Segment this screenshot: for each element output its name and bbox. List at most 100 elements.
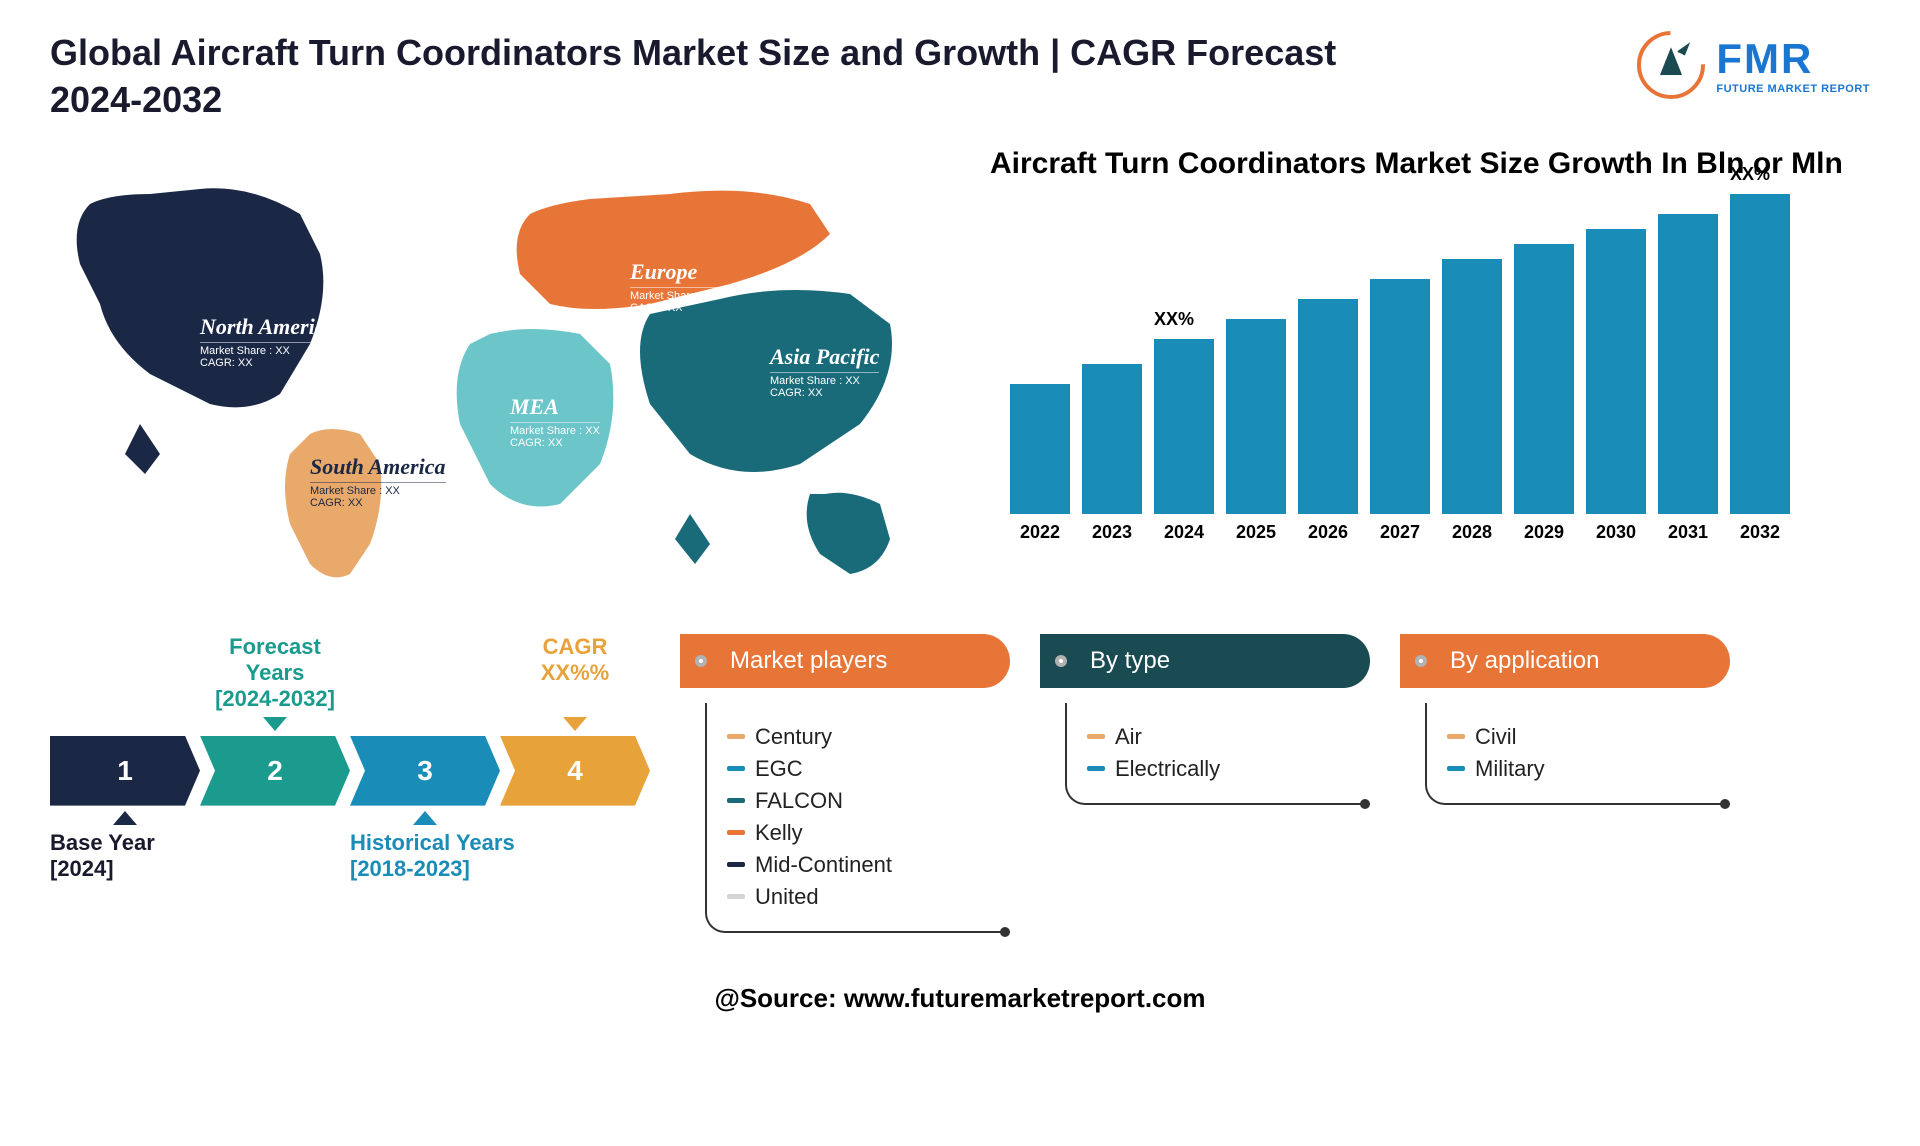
category-title: Market players — [730, 647, 887, 675]
bar: XX% — [1154, 339, 1214, 514]
bullet-icon — [1447, 766, 1465, 771]
base-range: [2024] — [50, 856, 200, 882]
bar — [1298, 299, 1358, 514]
bar — [1586, 229, 1646, 514]
category-box: By type Air Electrically — [1040, 634, 1370, 933]
chevron-step: 2 — [200, 736, 350, 806]
bar: XX% — [1730, 194, 1790, 514]
bar-group: 2022 — [1010, 384, 1070, 543]
bar-year-label: 2028 — [1452, 522, 1492, 543]
region-label: MEAMarket Share : XXCAGR: XX — [510, 394, 600, 449]
bar-group: 2026 — [1298, 299, 1358, 543]
bullet-icon — [727, 894, 745, 899]
bar-group: 2028 — [1442, 259, 1502, 543]
bar-year-label: 2024 — [1164, 522, 1204, 543]
bar — [1442, 259, 1502, 514]
bar-year-label: 2032 — [1740, 522, 1780, 543]
bar-group: XX% 2032 — [1730, 194, 1790, 543]
bar-group: 2027 — [1370, 279, 1430, 543]
triangle-up-icon — [413, 811, 437, 825]
category-box: Market players Century EGC FALCON Kelly Mid-C… — [680, 634, 1010, 933]
world-map: North AmericaMarket Share : XXCAGR: XX So… — [50, 144, 950, 594]
category-item-label: Century — [755, 724, 832, 750]
triangle-up-icon — [113, 811, 137, 825]
category-item-label: United — [755, 884, 819, 910]
chevron-step: 4 — [500, 736, 650, 806]
category-item-label: Military — [1475, 756, 1545, 782]
bar-year-label: 2031 — [1668, 522, 1708, 543]
region-label: EuropeMarket Share : XXCAGR: XX — [630, 259, 720, 314]
logo: FMR FUTURE MARKET REPORT — [1636, 30, 1870, 100]
categories: Market players Century EGC FALCON Kelly Mid-C… — [680, 634, 1870, 933]
bar-year-label: 2023 — [1092, 522, 1132, 543]
fmr-logo-icon — [1636, 30, 1706, 100]
bar-year-label: 2022 — [1020, 522, 1060, 543]
category-item: Air — [1087, 724, 1370, 750]
category-header: By type — [1040, 634, 1370, 688]
bar — [1370, 279, 1430, 514]
bullet-icon — [1087, 734, 1105, 739]
category-item: Kelly — [727, 820, 1010, 846]
timeline: Forecast Years [2024-2032] CAGR XX%% 123… — [50, 634, 650, 882]
category-item-label: Mid-Continent — [755, 852, 892, 878]
bar-year-label: 2030 — [1596, 522, 1636, 543]
logo-text-main: FMR — [1716, 35, 1870, 83]
dot-icon — [1055, 655, 1067, 667]
bar — [1082, 364, 1142, 514]
category-title: By type — [1090, 647, 1170, 675]
region-label: South AmericaMarket Share : XXCAGR: XX — [310, 454, 446, 509]
category-list: Civil Military — [1425, 703, 1730, 805]
bar-group: 2025 — [1226, 319, 1286, 543]
bar-chart: Aircraft Turn Coordinators Market Size G… — [990, 144, 1870, 594]
category-item-label: Civil — [1475, 724, 1517, 750]
bullet-icon — [727, 862, 745, 867]
bar — [1514, 244, 1574, 514]
chevron-step: 1 — [50, 736, 200, 806]
bullet-icon — [727, 766, 745, 771]
bar-year-label: 2029 — [1524, 522, 1564, 543]
category-item: EGC — [727, 756, 1010, 782]
triangle-down-icon — [263, 717, 287, 731]
cagr-label: CAGR — [500, 634, 650, 660]
dot-icon — [695, 655, 707, 667]
category-item-label: FALCON — [755, 788, 843, 814]
bar-group: 2023 — [1082, 364, 1142, 543]
page-title: Global Aircraft Turn Coordinators Market… — [50, 30, 1350, 124]
bar — [1658, 214, 1718, 514]
category-item-label: Electrically — [1115, 756, 1220, 782]
bar-year-label: 2027 — [1380, 522, 1420, 543]
source-attribution: @Source: www.futuremarketreport.com — [50, 983, 1870, 1014]
historical-range: [2018-2023] — [350, 856, 575, 882]
cagr-value: XX%% — [500, 660, 650, 686]
category-box: By application Civil Military — [1400, 634, 1730, 933]
bar-group: 2031 — [1658, 214, 1718, 543]
category-title: By application — [1450, 647, 1599, 675]
category-item: FALCON — [727, 788, 1010, 814]
region-label: Asia PacificMarket Share : XXCAGR: XX — [770, 344, 879, 399]
logo-text-sub: FUTURE MARKET REPORT — [1716, 83, 1870, 95]
bar — [1226, 319, 1286, 514]
chevron-row: 1234 — [50, 736, 650, 806]
category-item: Civil — [1447, 724, 1730, 750]
region-label: North AmericaMarket Share : XXCAGR: XX — [200, 314, 335, 369]
bullet-icon — [1447, 734, 1465, 739]
bar-year-label: 2025 — [1236, 522, 1276, 543]
bullet-icon — [727, 734, 745, 739]
bar-group: 2030 — [1586, 229, 1646, 543]
category-item: Electrically — [1087, 756, 1370, 782]
category-header: Market players — [680, 634, 1010, 688]
forecast-range: [2024-2032] — [200, 686, 350, 712]
bar-group: 2029 — [1514, 244, 1574, 543]
bar-group: XX% 2024 — [1154, 339, 1214, 543]
bullet-icon — [727, 798, 745, 803]
category-item: Mid-Continent — [727, 852, 1010, 878]
category-item-label: Kelly — [755, 820, 803, 846]
bullet-icon — [727, 830, 745, 835]
header: Global Aircraft Turn Coordinators Market… — [50, 30, 1870, 124]
dot-icon — [1415, 655, 1427, 667]
chart-bars: 2022 2023 XX% 2024 2025 2026 2027 2028 2029 2030 2… — [990, 203, 1870, 543]
category-item-label: EGC — [755, 756, 803, 782]
category-item: Century — [727, 724, 1010, 750]
chevron-step: 3 — [350, 736, 500, 806]
bullet-icon — [1087, 766, 1105, 771]
